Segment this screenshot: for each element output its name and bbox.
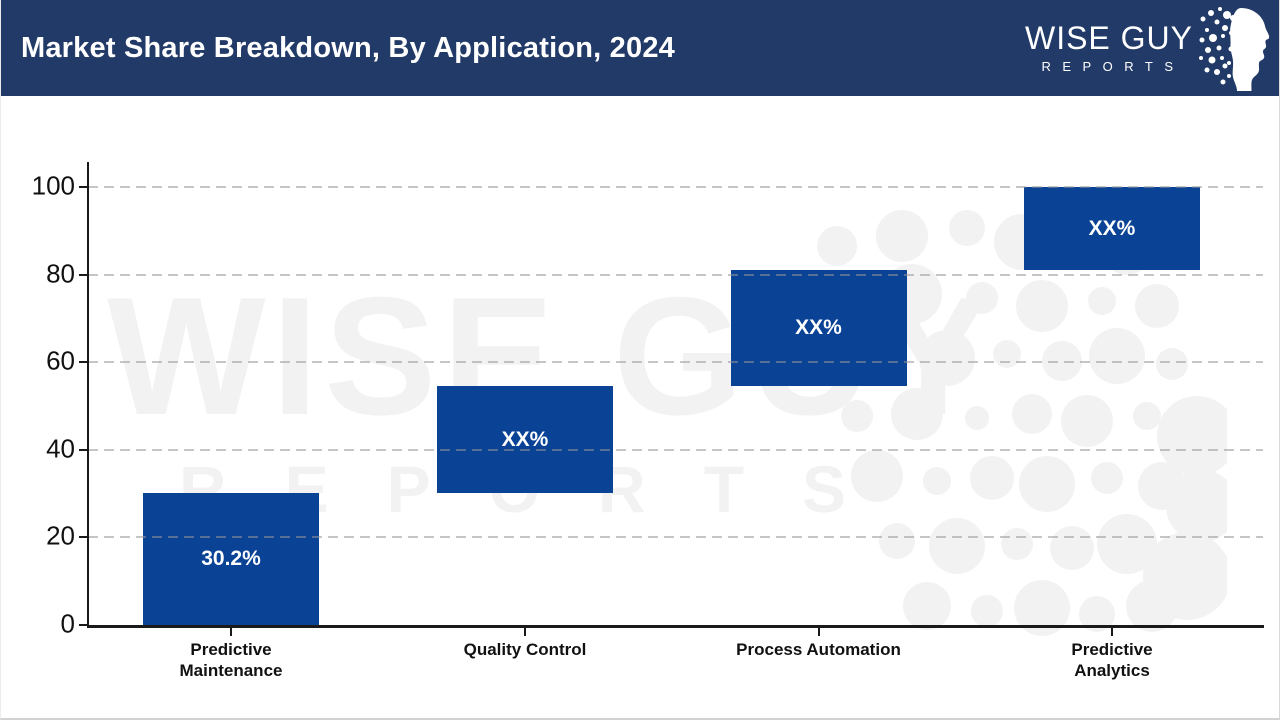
bar	[437, 386, 613, 493]
bar-value-label: XX%	[795, 316, 842, 340]
x-tick	[817, 628, 820, 636]
x-tick	[230, 628, 232, 636]
y-tick-label: 80	[46, 257, 75, 288]
y-axis	[87, 162, 89, 627]
y-tick	[79, 186, 88, 188]
y-tick-label: 20	[46, 520, 75, 551]
gridline	[88, 273, 1263, 276]
x-tick-label: Quality Control	[463, 640, 587, 659]
y-tick	[79, 273, 88, 276]
gridline	[88, 361, 1263, 364]
gridline	[88, 448, 1263, 451]
bar	[143, 492, 319, 625]
y-tick	[79, 536, 88, 539]
y-tick	[79, 361, 88, 364]
y-tick-label: 40	[46, 433, 75, 464]
header: Market Share Breakdown, By Application, …	[1, 0, 1279, 96]
logo-wordmark: WISE GUY	[1024, 20, 1193, 56]
x-tick-label: Predictive Maintenance	[179, 640, 283, 680]
x-tick	[524, 628, 526, 636]
bar-value-label: XX%	[501, 427, 549, 451]
x-tick-label: Predictive Analytics	[1071, 640, 1153, 680]
chart-title: Market Share Breakdown, By Application, …	[21, 31, 675, 64]
y-tick-label: 100	[31, 170, 75, 201]
x-tick	[1111, 628, 1113, 636]
logo-text: WISE GUY REPORTS	[1025, 22, 1193, 74]
y-tick-label: 60	[46, 345, 75, 376]
y-tick	[79, 624, 88, 626]
bar-value-label: XX%	[1088, 216, 1136, 240]
x-axis	[87, 625, 1264, 628]
gridline	[88, 536, 1263, 539]
y-tick-label: 0	[60, 608, 75, 639]
logo-subtitle: REPORTS	[1041, 59, 1185, 74]
logo-head-icon	[1199, 7, 1270, 91]
gridline	[88, 186, 1263, 188]
x-tick-label: Process Automation	[736, 640, 901, 659]
bar-value-label: 30.2%	[201, 546, 261, 570]
y-tick	[79, 448, 88, 451]
wise-guy-logo: WISE GUY REPORTS	[1025, 5, 1271, 91]
